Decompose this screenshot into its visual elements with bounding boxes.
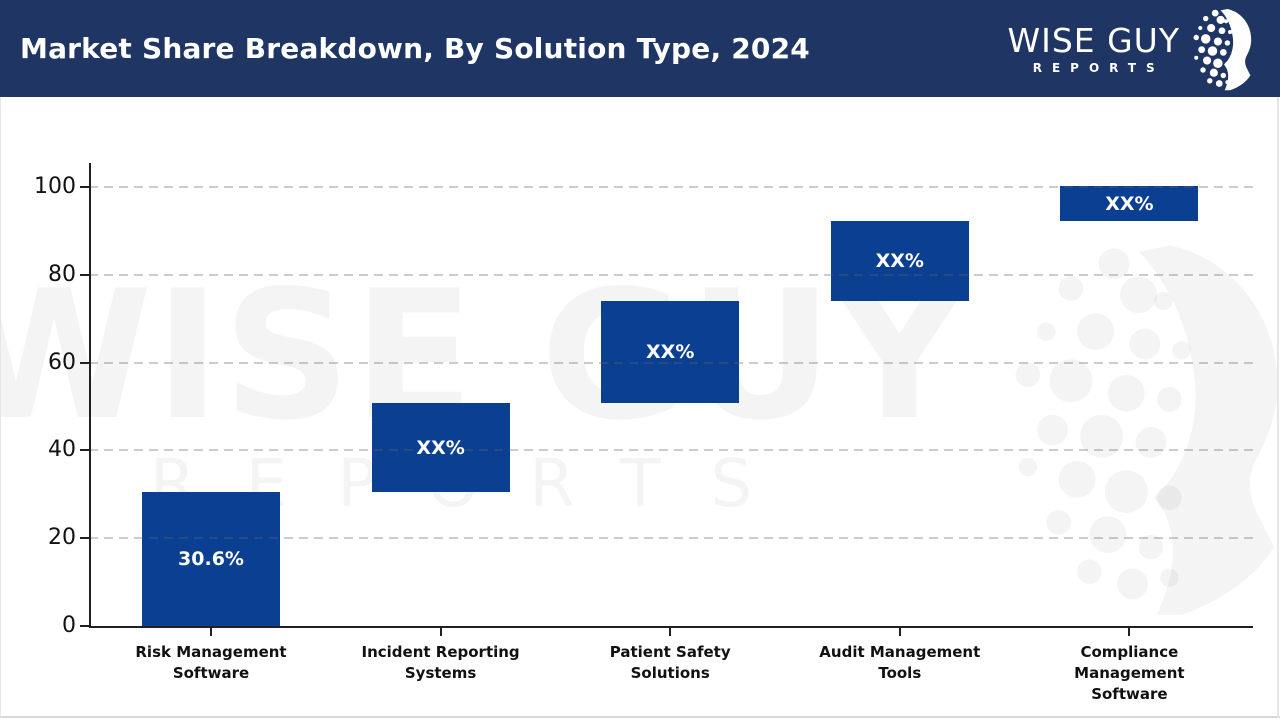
y-tick-label: 60 [48, 349, 76, 375]
wiseguy-logo: WISE GUY REPORTS [1007, 5, 1266, 93]
wiseguy-head-icon [1193, 8, 1252, 90]
gridline [89, 537, 1253, 540]
right-border-line [1277, 97, 1279, 717]
x-tick-mark [210, 627, 212, 636]
bar-value-label: XX% [416, 436, 465, 459]
x-tick-mark [439, 627, 442, 636]
bar-value-label: XX% [646, 341, 695, 364]
y-tick-mark [80, 361, 89, 364]
watermark-head-icon [1015, 245, 1278, 615]
x-tick-mark [1128, 627, 1131, 636]
y-axis-spine [89, 163, 91, 628]
x-axis-spine [89, 626, 1253, 628]
gridline [89, 273, 1253, 276]
y-tick-mark [80, 273, 89, 276]
x-tick-mark [898, 627, 901, 636]
gridline [89, 186, 1253, 189]
x-category-label: Incident Reporting Systems [361, 643, 520, 682]
y-tick-label: 0 [62, 613, 76, 638]
left-border-line [0, 97, 1, 717]
bar-segment [371, 403, 510, 492]
x-tick-mark [669, 627, 672, 636]
x-category-label: Patient Safety Solutions [609, 643, 731, 682]
gridline [89, 361, 1253, 364]
bottom-border-line [0, 716, 1280, 718]
y-tick-label: 80 [48, 261, 76, 287]
bar-value-label: XX% [1105, 192, 1154, 215]
bar-value-label: 30.6% [178, 547, 244, 570]
logo-subtext: REPORTS [1032, 60, 1165, 75]
y-tick-mark [80, 625, 89, 627]
bar-segment [142, 491, 280, 626]
y-tick-label: 20 [48, 525, 76, 551]
y-tick-mark [80, 537, 89, 540]
logo-wordmark: WISE GUY [1007, 20, 1180, 60]
x-category-label: Audit Management Tools [819, 643, 981, 682]
gridline [89, 449, 1253, 452]
y-tick-label: 100 [34, 174, 76, 200]
bar-value-label: XX% [875, 249, 924, 272]
bar-segment [1060, 186, 1199, 221]
bar-segment [830, 220, 969, 301]
logo-text: WISE GUY REPORTS [1007, 24, 1180, 74]
page-title: Market Share Breakdown, By Solution Type… [20, 32, 810, 65]
bar-segment [601, 300, 740, 404]
header: Market Share Breakdown, By Solution Type… [0, 0, 1280, 97]
y-tick-mark [80, 186, 89, 189]
y-tick-label: 40 [48, 437, 76, 463]
x-category-label: Compliance Management Software [1074, 643, 1185, 703]
y-tick-mark [80, 449, 89, 452]
x-category-label: Risk Management Software [135, 643, 287, 682]
